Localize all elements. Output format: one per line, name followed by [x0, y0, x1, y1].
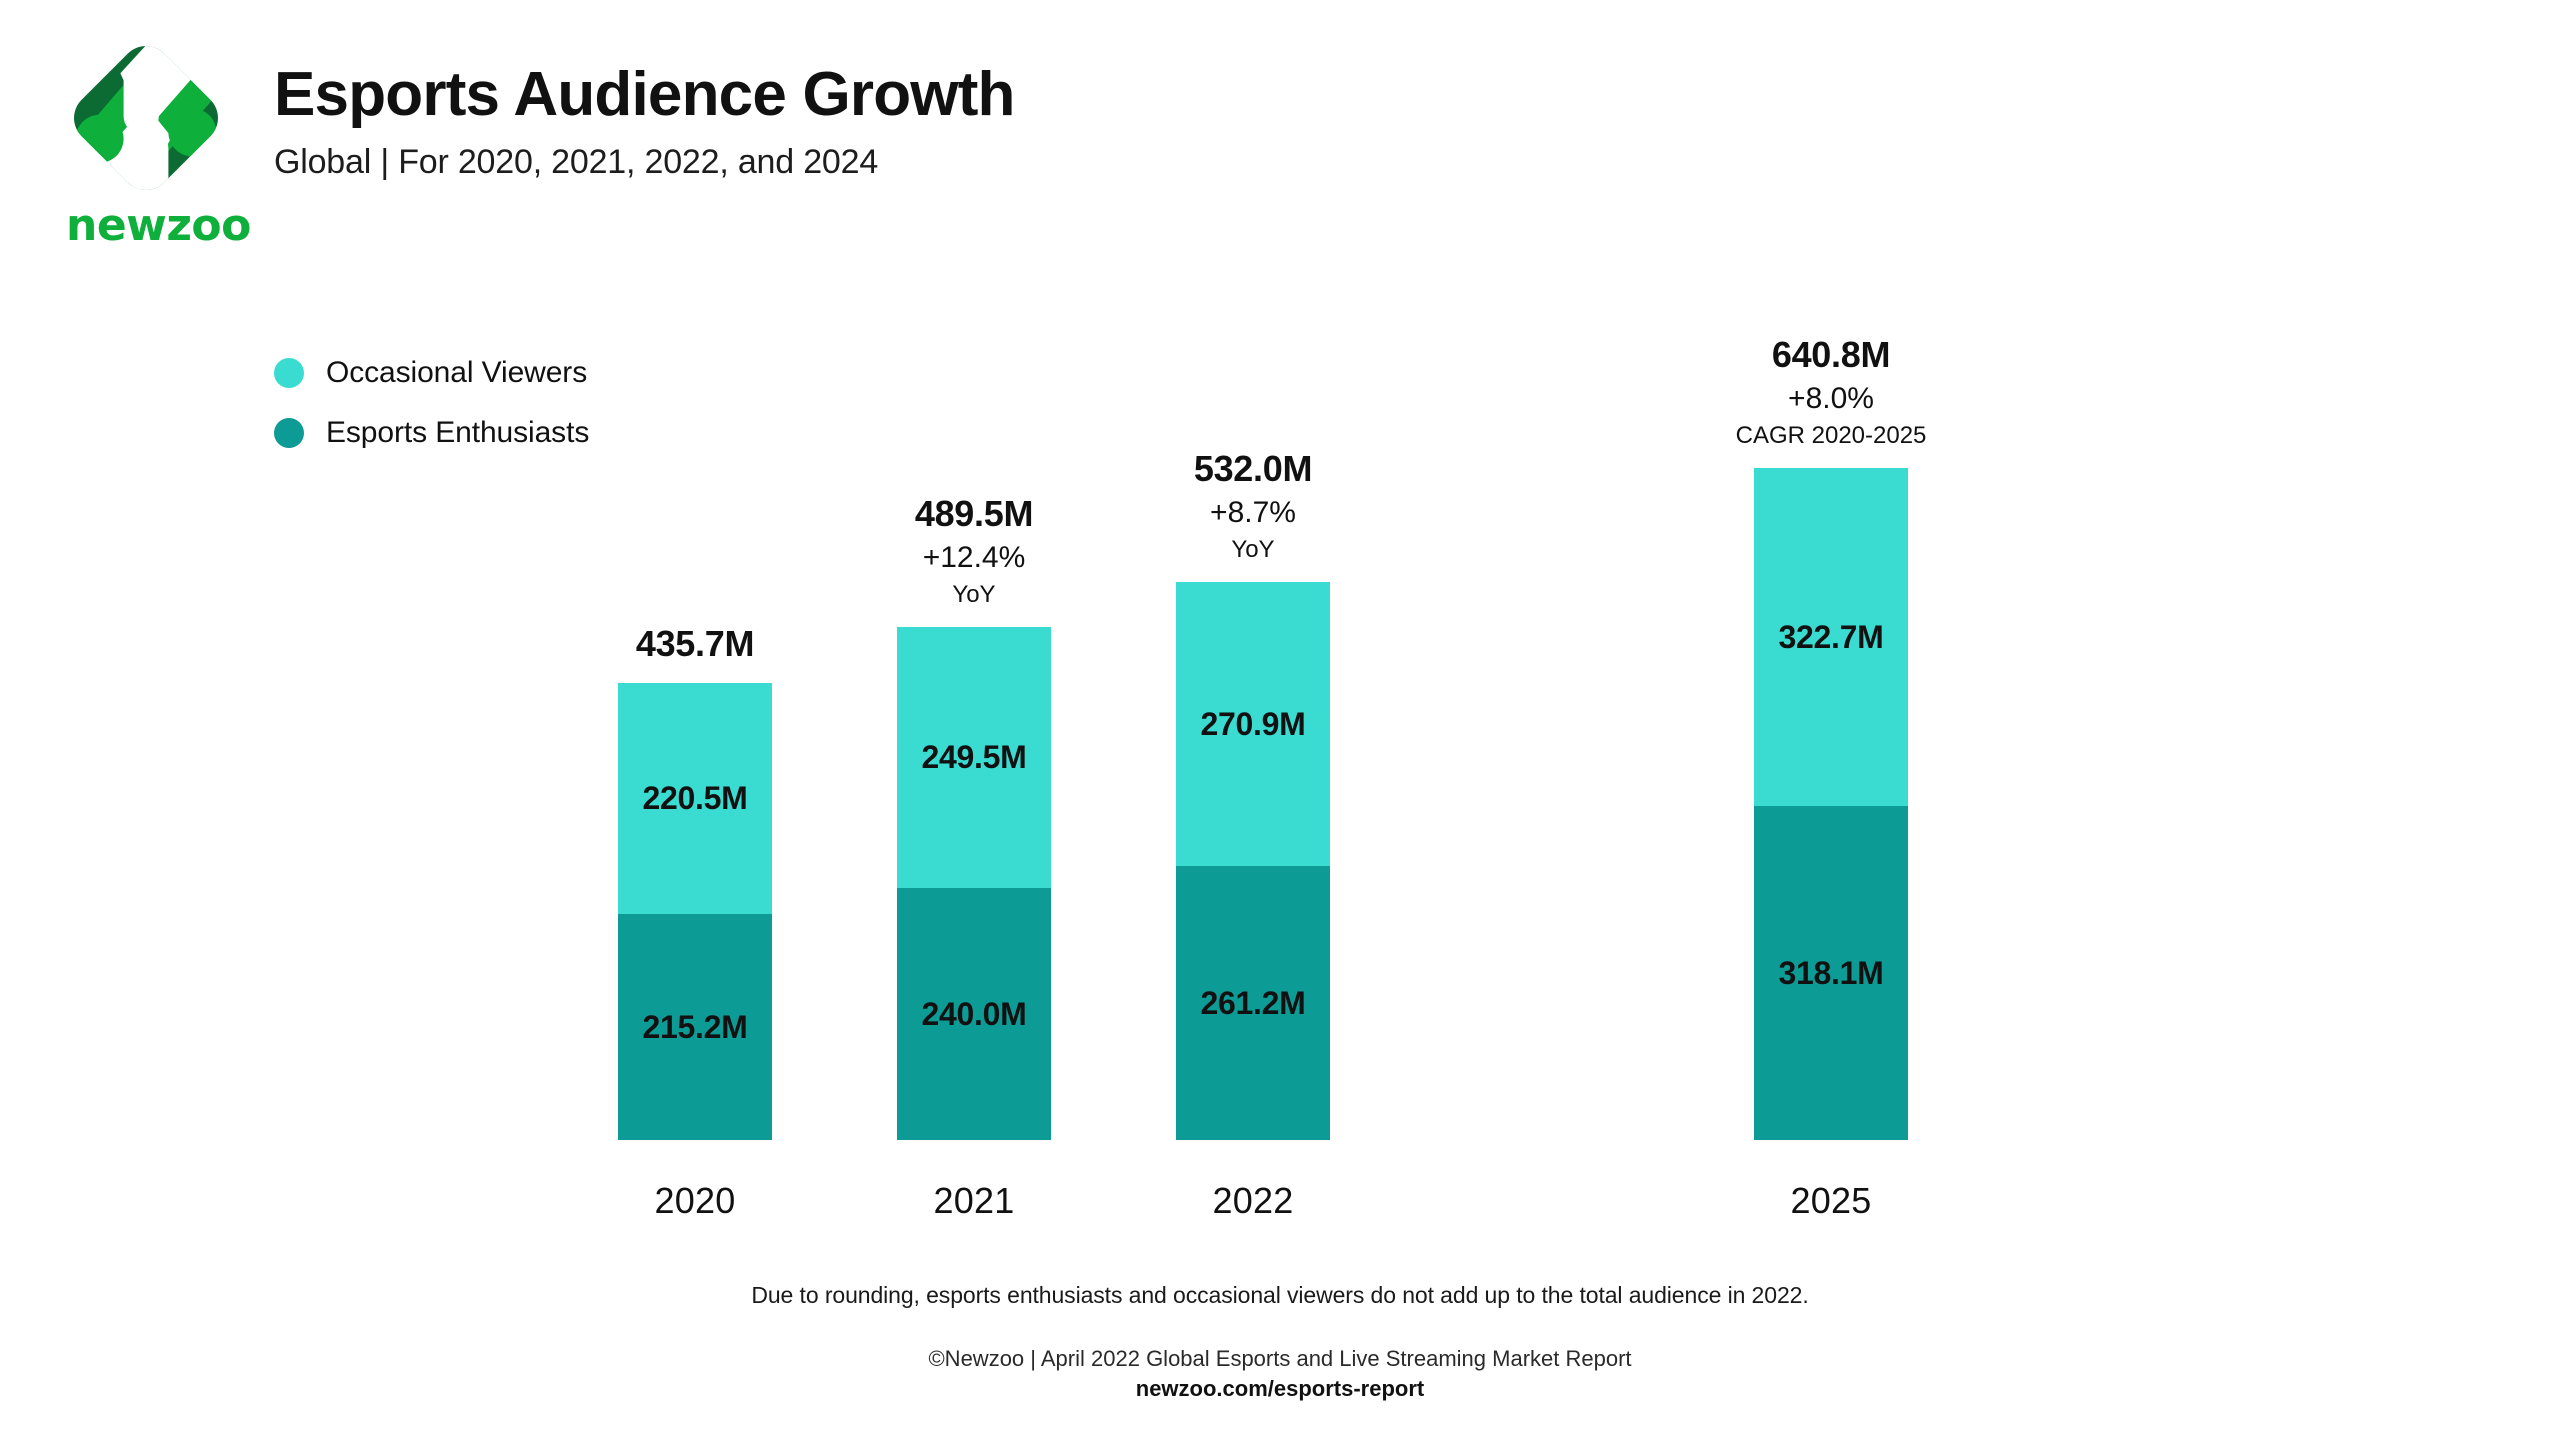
bar-segment-enthusiast-2022[interactable]: 261.2M [1176, 866, 1330, 1140]
bar-segment-occasional-2022[interactable]: 270.9M [1176, 582, 1330, 867]
page-header: newzoo Esports Audience Growth Global | … [0, 0, 2560, 300]
bar-total-label-2025: 640.8M [1771, 334, 1891, 375]
newzoo-logo: newzoo [66, 38, 251, 254]
legend-swatch-occasional-viewers [274, 358, 304, 388]
bar-stack-2025[interactable]: 322.7M 318.1M [1754, 468, 1908, 1140]
legend-label-occasional-viewers: Occasional Viewers [326, 356, 588, 389]
source-line: ©Newzoo | April 2022 Global Esports and … [928, 1346, 1632, 1371]
page-footer: Due to rounding, esports enthusiasts and… [0, 1282, 2560, 1402]
bar-delta-sublabel-2021: YoY [952, 580, 996, 608]
bar-delta-label-2021: +12.4% [922, 540, 1026, 574]
title-block: Esports Audience Growth Global | For 202… [274, 62, 1015, 182]
bar-segment-label-occasional-2021: 249.5M [921, 738, 1027, 775]
source-url[interactable]: newzoo.com/esports-report [1135, 1376, 1425, 1401]
bar-delta-label-2022: +8.7% [1210, 496, 1296, 530]
bar-total-label-2021: 489.5M [914, 492, 1034, 534]
bar-column-2025: CAGR 2020-2025 +8.0% 640.8M 322.7M 318.1M 202… [1736, 0, 1927, 1221]
footnote: Due to rounding, esports enthusiasts and… [751, 1282, 1809, 1308]
bar-segment-occasional-2025[interactable]: 322.7M [1754, 468, 1908, 807]
page-subtitle: Global | For 2020, 2021, 2022, and 2024 [274, 143, 879, 182]
legend-item-occasional-viewers: Occasional Viewers [274, 343, 694, 403]
legend-swatch-esports-enthusiasts [274, 418, 304, 448]
bar-segment-label-occasional-2020: 220.5M [642, 780, 748, 817]
chart-legend: Occasional Viewers Esports Enthusiasts [274, 343, 694, 463]
bar-delta-label-2025: +8.0% [1788, 382, 1874, 415]
bar-segment-label-occasional-2022: 270.9M [1200, 705, 1306, 742]
bar-segment-label-enthusiast-2025: 318.1M [1778, 954, 1884, 991]
bar-column-2020: 435.7M 220.5M 215.2M 2020 [618, 0, 772, 1221]
category-label-2025: 2025 [1790, 1180, 1872, 1221]
bar-total-label-2020: 435.7M [635, 623, 755, 665]
bar-column-2022: YoY +8.7% 532.0M 270.9M 261.2M 2022 [1176, 0, 1330, 1221]
bar-segment-label-enthusiast-2022: 261.2M [1200, 984, 1306, 1021]
category-label-2022: 2022 [1212, 1180, 1294, 1221]
newzoo-diamond-logo-icon [66, 38, 226, 198]
legend-item-esports-enthusiasts: Esports Enthusiasts [274, 403, 694, 463]
bar-column-2021: YoY +12.4% 489.5M 249.5M 240.0M 2021 [897, 0, 1051, 1221]
bar-delta-sublabel-2025: CAGR 2020-2025 [1735, 422, 1927, 449]
bar-delta-sublabel-2022: YoY [1231, 536, 1275, 564]
bar-segment-enthusiast-2020[interactable]: 215.2M [618, 914, 772, 1140]
bar-segment-occasional-2021[interactable]: 249.5M [897, 626, 1051, 889]
bar-stack-2021[interactable]: 249.5M 240.0M [897, 626, 1051, 1140]
newzoo-wordmark: newzoo [66, 200, 251, 251]
page-title: Esports Audience Growth [274, 60, 1015, 129]
bar-total-label-2022: 532.0M [1193, 448, 1313, 490]
bar-segment-enthusiast-2021[interactable]: 240.0M [897, 888, 1051, 1140]
category-label-2020: 2020 [654, 1180, 736, 1221]
bar-stack-2020[interactable]: 220.5M 215.2M [618, 683, 772, 1140]
bar-segment-label-enthusiast-2021: 240.0M [921, 995, 1027, 1032]
category-label-2021: 2021 [933, 1180, 1015, 1221]
bar-segment-enthusiast-2025[interactable]: 318.1M [1754, 806, 1908, 1140]
bar-segment-label-occasional-2025: 322.7M [1778, 618, 1884, 655]
legend-label-esports-enthusiasts: Esports Enthusiasts [326, 416, 590, 449]
bar-segment-occasional-2020[interactable]: 220.5M [618, 683, 772, 915]
bar-stack-2022[interactable]: 270.9M 261.2M [1176, 582, 1330, 1140]
bar-segment-label-enthusiast-2020: 215.2M [642, 1008, 748, 1045]
